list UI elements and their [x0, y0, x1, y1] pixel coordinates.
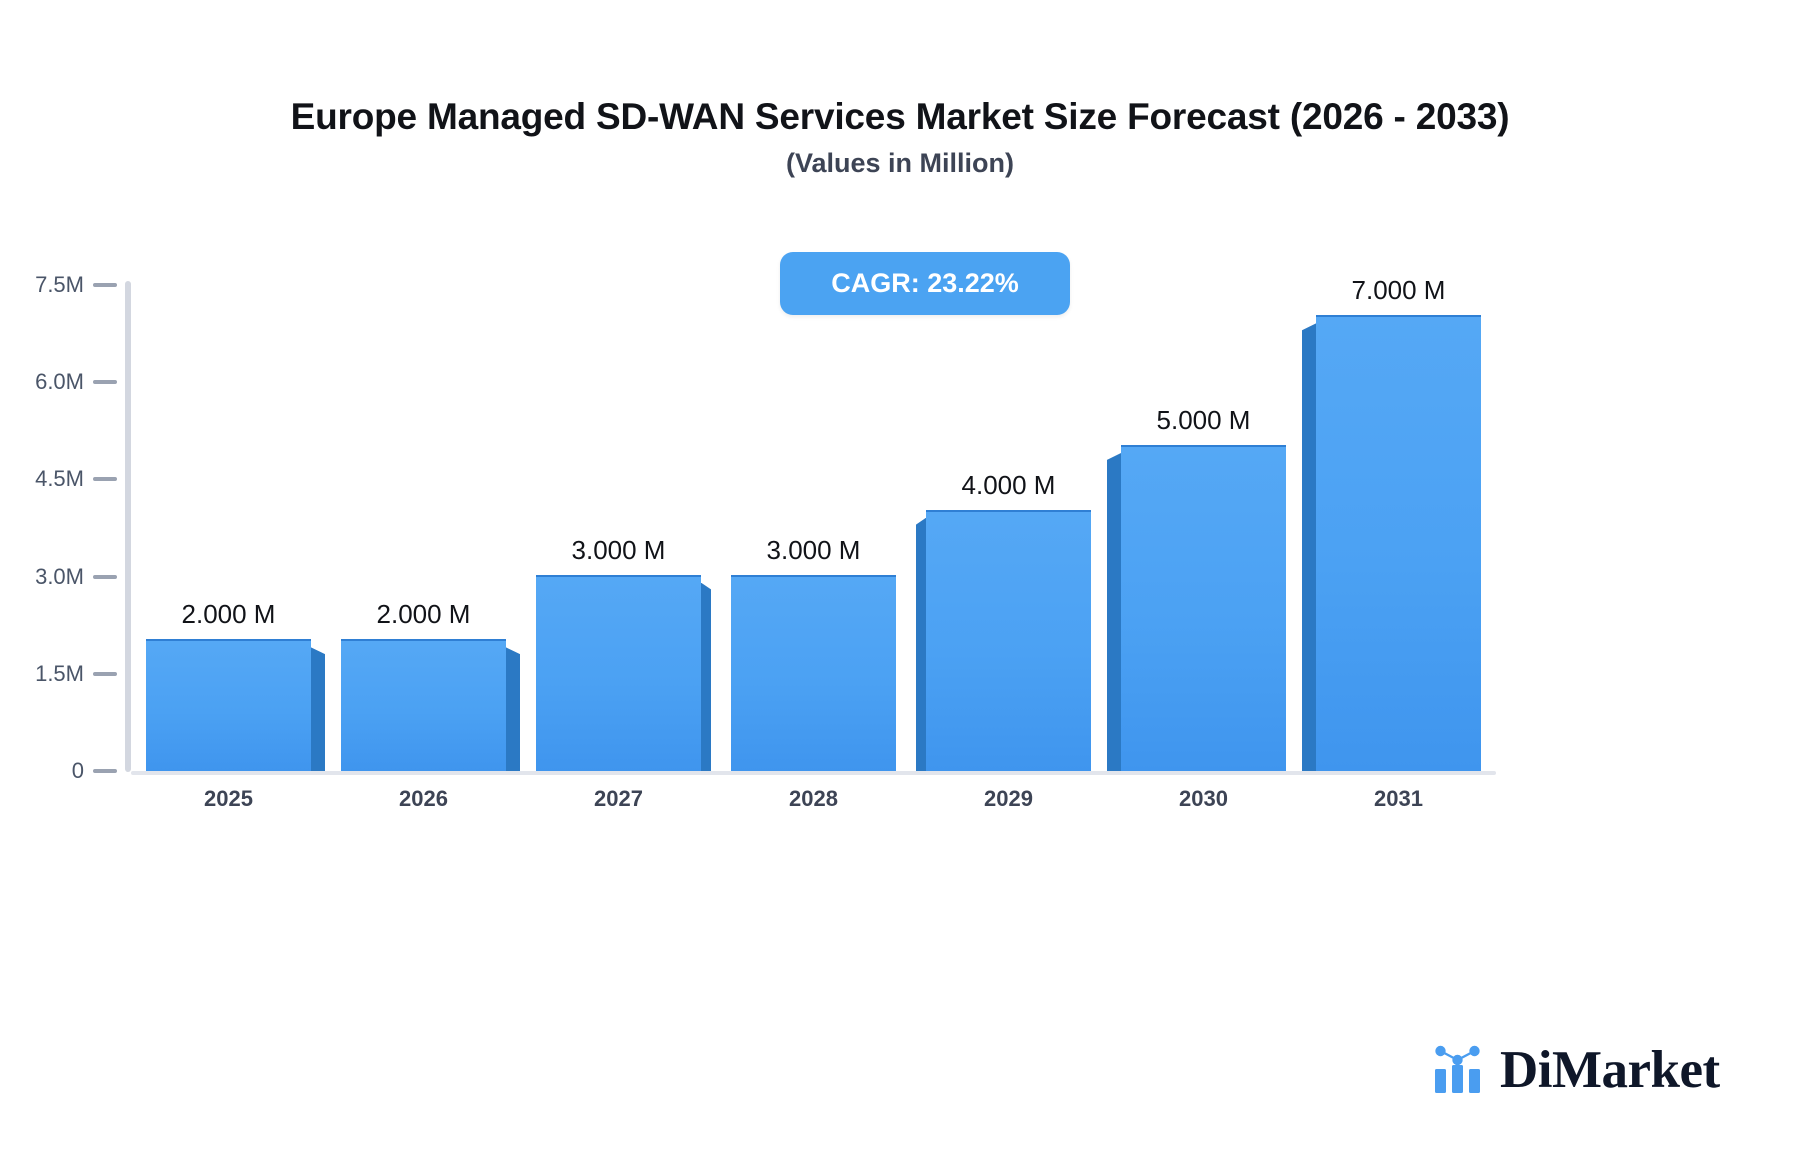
x-axis-tick-label-2026: 2026 [399, 786, 448, 811]
x-axis-baseline [131, 771, 1496, 775]
page-title: Europe Managed SD-WAN Services Market Si… [290, 96, 1510, 137]
cagr-badge: CAGR: 23.22% [780, 252, 1070, 315]
bar-value-label: 2.000 M [181, 599, 276, 630]
y-axis-tick-label: 0 [71, 758, 84, 783]
bar-value-label: 4.000 M [961, 469, 1056, 500]
bar-face [146, 639, 311, 771]
bar-face [926, 509, 1091, 771]
bar-side-face [701, 582, 711, 771]
x-axis-tick-label-2031: 2031 [1374, 786, 1423, 811]
y-axis-tick-mark [93, 671, 117, 676]
bar-2026[interactable] [341, 639, 520, 771]
bar-side-face [916, 517, 926, 771]
x-axis-tick-label-2027: 2027 [594, 786, 643, 811]
bar-side-face [311, 647, 325, 771]
brand-logo: DiMarket [1430, 1040, 1720, 1101]
bar-2030[interactable] [1107, 445, 1286, 771]
y-axis-tick-label: 1.5M [35, 660, 84, 686]
bar-value-label: 3.000 M [571, 534, 666, 565]
x-axis-tick-label-2028: 2028 [789, 786, 838, 811]
bar-2028[interactable] [731, 574, 896, 771]
y-axis-tick-mark [93, 380, 117, 385]
y-axis-tick-mark [93, 769, 117, 773]
y-axis-line [125, 281, 131, 772]
bar-face [341, 639, 506, 771]
bar-face [536, 574, 701, 771]
bar-2031[interactable] [1302, 315, 1481, 771]
x-axis-tick-label-2030: 2030 [1179, 786, 1228, 811]
bar-face [1316, 315, 1481, 771]
bar-value-label: 2.000 M [376, 599, 471, 630]
y-axis-tick-mark [93, 574, 117, 579]
x-axis-tick-label-2025: 2025 [204, 786, 253, 811]
bar-value-label: 3.000 M [766, 534, 861, 565]
bar-value-label: 5.000 M [1156, 405, 1251, 435]
y-axis-tick-mark [93, 283, 117, 287]
y-axis-tick-label: 7.5M [35, 272, 84, 297]
cagr-badge-label: CAGR: 23.22% [831, 268, 1019, 298]
bar-side-face [506, 647, 520, 771]
bar-chart-logo-icon [1430, 1040, 1486, 1101]
bar-side-face [1302, 323, 1316, 771]
y-axis-tick-label: 4.5M [35, 466, 84, 492]
bar-face [1121, 445, 1286, 771]
bar-value-label: 7.000 M [1351, 275, 1446, 306]
x-axis-tick-label-2029: 2029 [984, 786, 1033, 811]
bar-2027[interactable] [536, 574, 711, 771]
y-axis-tick-label: 3.0M [35, 563, 84, 589]
page-subtitle: (Values in Million) [785, 148, 1015, 178]
brand-name: DiMarket [1500, 1041, 1720, 1099]
bar-2029[interactable] [916, 509, 1091, 771]
bar-face [731, 574, 896, 771]
bar-side-face [1107, 453, 1121, 771]
bar-2025[interactable] [146, 639, 325, 771]
y-axis-tick-label: 6.0M [35, 369, 84, 395]
y-axis-tick-mark [93, 477, 117, 482]
